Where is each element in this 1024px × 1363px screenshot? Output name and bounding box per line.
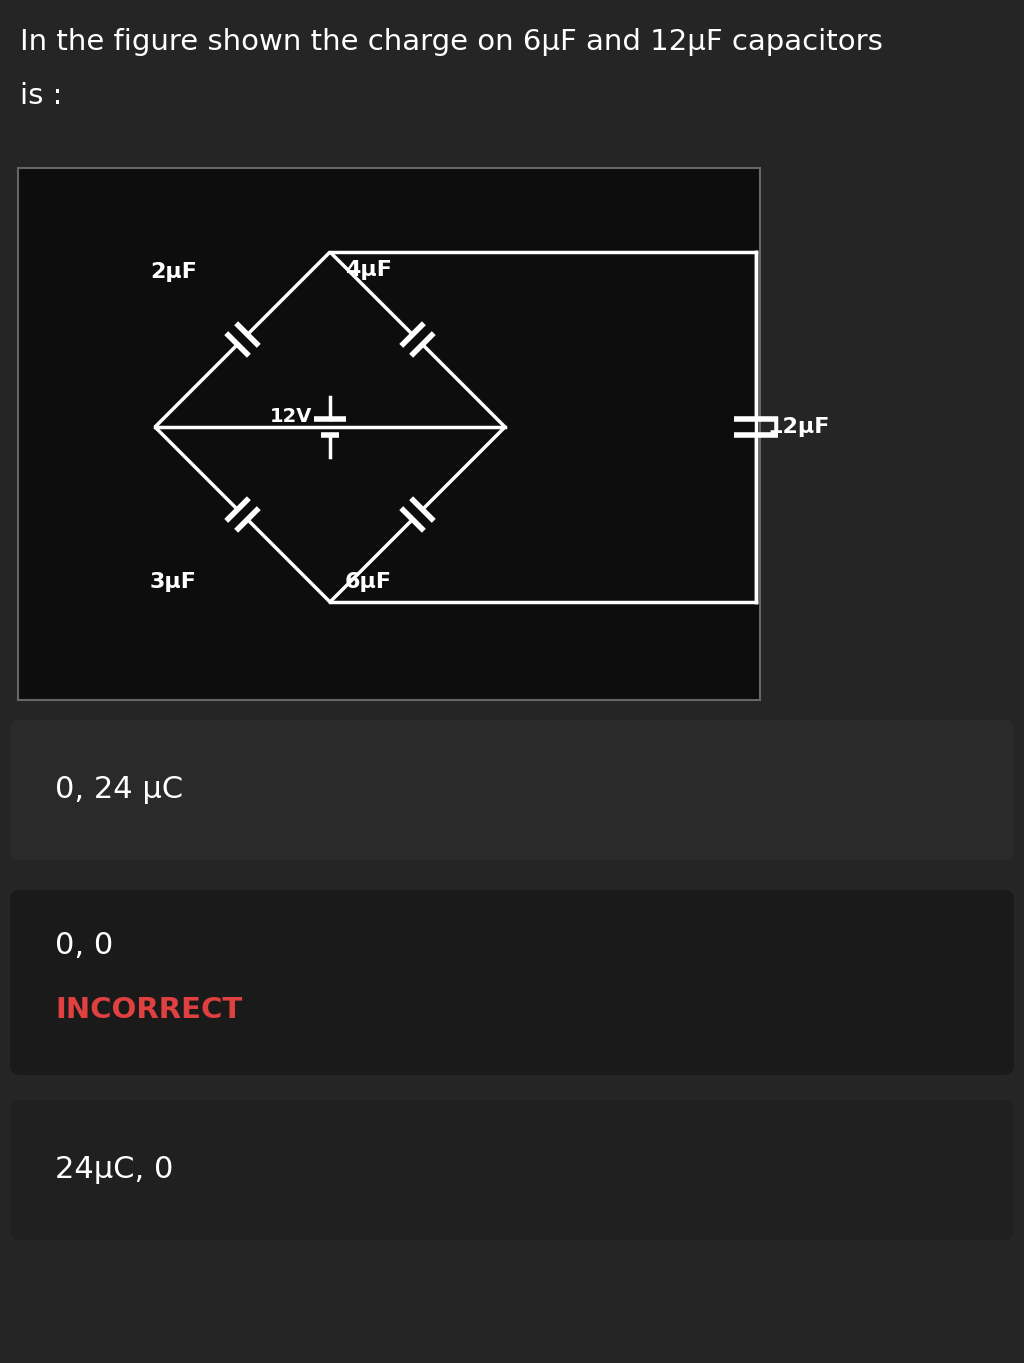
- Text: 0, 24 μC: 0, 24 μC: [55, 776, 183, 804]
- FancyBboxPatch shape: [10, 890, 1014, 1075]
- FancyBboxPatch shape: [10, 720, 1014, 860]
- FancyBboxPatch shape: [18, 168, 760, 701]
- Text: In the figure shown the charge on 6μF and 12μF capacitors: In the figure shown the charge on 6μF an…: [20, 29, 883, 56]
- Text: 24μC, 0: 24μC, 0: [55, 1156, 173, 1184]
- Text: 6μF: 6μF: [345, 572, 392, 592]
- Text: 12μF: 12μF: [768, 417, 830, 438]
- Text: is :: is :: [20, 82, 62, 110]
- Text: INCORRECT: INCORRECT: [55, 996, 243, 1024]
- Text: 4μF: 4μF: [345, 260, 392, 279]
- Text: 12V: 12V: [269, 408, 312, 427]
- Text: 0, 0: 0, 0: [55, 931, 114, 960]
- Text: 3μF: 3μF: [150, 572, 197, 592]
- FancyBboxPatch shape: [10, 1100, 1014, 1240]
- Text: 2μF: 2μF: [150, 262, 197, 282]
